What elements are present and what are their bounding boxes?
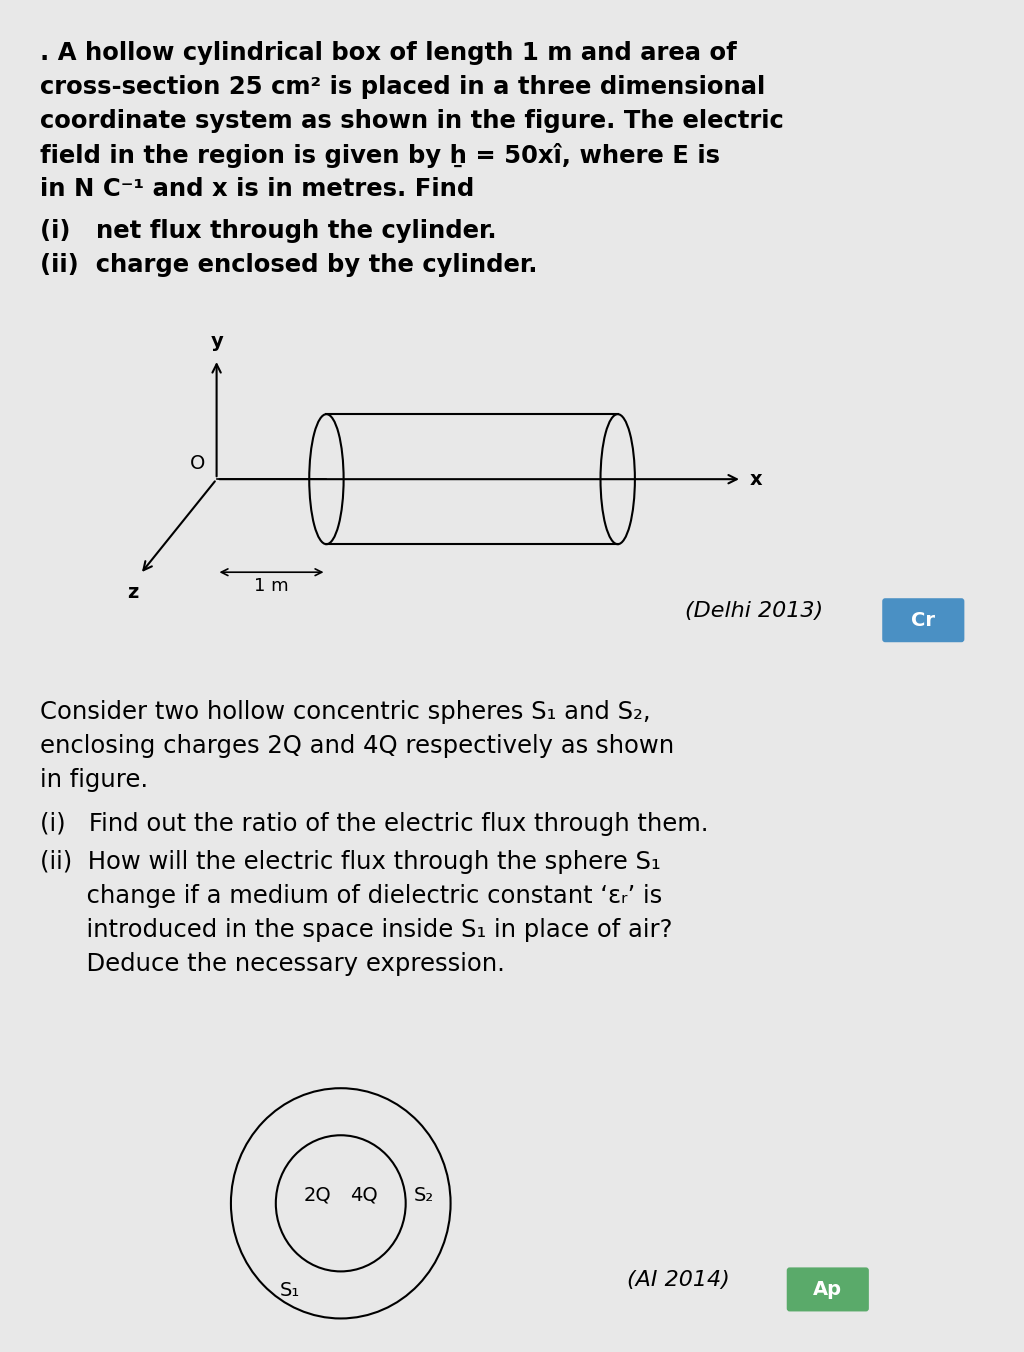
Text: Cr: Cr [911,611,935,630]
FancyBboxPatch shape [883,598,965,642]
Text: Consider two hollow concentric spheres S₁ and S₂,: Consider two hollow concentric spheres S… [40,700,650,723]
Text: cross-section 25 cm² is placed in a three dimensional: cross-section 25 cm² is placed in a thre… [40,76,765,99]
Text: Deduce the necessary expression.: Deduce the necessary expression. [40,952,505,976]
Text: . A hollow cylindrical box of length 1 m and area of: . A hollow cylindrical box of length 1 m… [40,41,736,65]
Text: (ii)  charge enclosed by the cylinder.: (ii) charge enclosed by the cylinder. [40,253,538,277]
Text: in figure.: in figure. [40,768,148,792]
Text: (ii)  How will the electric flux through the sphere S₁: (ii) How will the electric flux through … [40,850,660,873]
Text: S₁: S₁ [280,1282,300,1301]
Text: introduced in the space inside S₁ in place of air?: introduced in the space inside S₁ in pla… [40,918,673,942]
Text: S₂: S₂ [414,1186,433,1205]
Text: coordinate system as shown in the figure. The electric: coordinate system as shown in the figure… [40,110,783,132]
Text: (i)   net flux through the cylinder.: (i) net flux through the cylinder. [40,219,497,243]
Text: y: y [210,333,223,352]
Text: (AI 2014): (AI 2014) [628,1271,730,1290]
Text: z: z [127,583,138,602]
Text: Ap: Ap [813,1280,843,1299]
Text: (i)   Find out the ratio of the electric flux through them.: (i) Find out the ratio of the electric f… [40,813,709,836]
Text: 4Q: 4Q [350,1186,378,1205]
Text: field in the region is given by ẖ = 50xî, where E is: field in the region is given by ẖ = 50xî… [40,143,720,168]
Text: 2Q: 2Q [303,1186,331,1205]
Text: in N C⁻¹ and x is in metres. Find: in N C⁻¹ and x is in metres. Find [40,177,474,201]
Text: (Delhi 2013): (Delhi 2013) [685,602,822,621]
Text: 1 m: 1 m [254,577,289,595]
Text: x: x [750,469,762,488]
Text: O: O [189,454,205,473]
Text: change if a medium of dielectric constant ‘εᵣ’ is: change if a medium of dielectric constan… [40,884,663,909]
Text: enclosing charges 2Q and 4Q respectively as shown: enclosing charges 2Q and 4Q respectively… [40,734,674,758]
FancyBboxPatch shape [786,1267,869,1311]
